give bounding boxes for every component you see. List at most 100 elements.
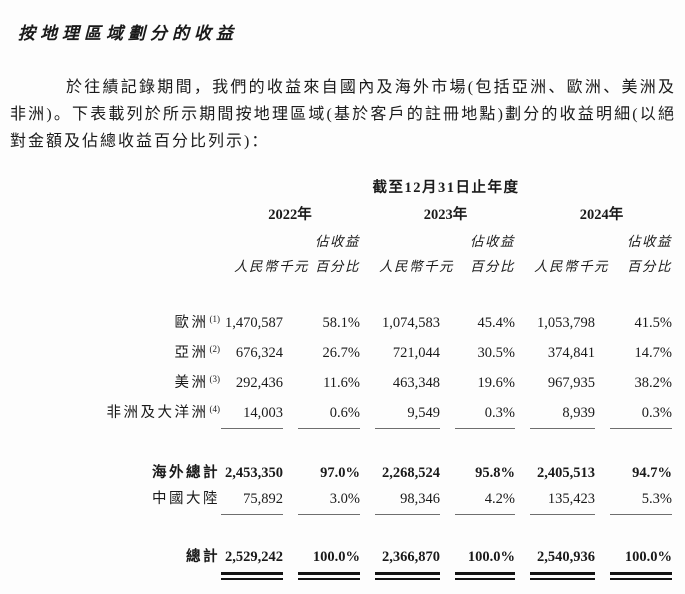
amount-cell: 8,939 [562, 405, 595, 421]
region-name: 非洲及大洋洲 [106, 405, 209, 421]
double-rule [220, 570, 283, 582]
pct-cell: 38.2% [634, 375, 672, 391]
column-rule [440, 512, 515, 520]
pct-cell: 0.6% [329, 405, 360, 421]
double-rule [360, 570, 440, 582]
region-name: 歐洲 [174, 315, 209, 331]
grand-total-row: 總計 2,529,242 100.0% 2,366,870 100.0% 2,5… [60, 544, 672, 570]
column-rule [283, 426, 360, 434]
double-rule [515, 570, 595, 582]
total-double-rule-row [60, 570, 672, 582]
pct-header-top: 佔收益 [627, 234, 672, 249]
amount-unit-label: 人民幣千元 [534, 259, 609, 274]
amount-cell: 2,268,524 [382, 465, 440, 481]
region-row-africa-oceania: 非洲及大洋洲(4) 14,003 0.6% 9,549 0.3% 8,939 0… [60, 396, 673, 426]
amount-cell: 14,003 [243, 405, 283, 421]
amount-cell: 2,529,242 [225, 549, 283, 565]
empty-cell [60, 426, 220, 434]
row-label: 總計 [186, 549, 220, 565]
double-rule [440, 570, 515, 582]
amount-cell: 1,053,798 [537, 315, 595, 331]
amount-cell: 292,436 [235, 375, 283, 391]
pct-cell: 14.7% [634, 345, 672, 361]
double-rule [283, 570, 360, 582]
pct-cell: 95.8% [475, 465, 515, 481]
region-label: 美洲(3) [60, 366, 221, 396]
empty-cell [60, 175, 220, 202]
pct-cell: 97.0% [320, 465, 360, 481]
pct-cell: 100.0% [312, 549, 360, 565]
pct-header-bottom: 百分比 [470, 259, 515, 274]
column-rule [220, 426, 283, 434]
region-row-europe: 歐洲(1) 1,470,587 58.1% 1,074,583 45.4% 1,… [60, 306, 673, 336]
spacer-row [60, 520, 672, 544]
year-header-2022: 2022年 [220, 202, 360, 229]
column-rule [360, 512, 440, 520]
spacer-row [60, 280, 672, 306]
amount-cell: 98,346 [400, 491, 440, 507]
region-label: 非洲及大洋洲(4) [60, 396, 221, 426]
amount-cell: 721,044 [392, 345, 440, 361]
spacer-row [60, 434, 672, 460]
row-label: 海外總計 [152, 465, 220, 481]
pct-cell: 30.5% [477, 345, 515, 361]
amount-cell: 135,423 [547, 491, 595, 507]
pct-header-top: 佔收益 [315, 234, 360, 249]
amount-unit-header: 人民幣千元 [220, 254, 308, 280]
pct-cell: 26.7% [322, 345, 360, 361]
amount-cell: 75,892 [243, 491, 283, 507]
footnote-ref: (3) [209, 374, 221, 384]
overseas-total-row: 海外總計 2,453,350 97.0% 2,268,524 95.8% 2,4… [60, 460, 672, 486]
pct-cell: 11.6% [323, 375, 360, 391]
amount-cell: 2,540,936 [537, 549, 595, 565]
region-label: 亞洲(2) [60, 336, 221, 366]
year-header-row: 2022年 2023年 2024年 [60, 202, 672, 229]
pct-cell: 100.0% [467, 549, 515, 565]
amount-unit-header: 人民幣千元 [515, 254, 608, 280]
pct-cell: 58.1% [322, 315, 360, 331]
prospectus-page: 按地理區域劃分的收益 於往績記錄期間，我們的收益來自國內及海外市場(包括亞洲、歐… [0, 24, 685, 582]
pct-header-bottom: 百分比 [315, 259, 360, 274]
pct-cell: 41.5% [634, 315, 672, 331]
year-header-2023: 2023年 [360, 202, 515, 229]
empty-cell [60, 254, 220, 280]
column-rule [595, 426, 672, 434]
amount-cell: 1,470,587 [225, 315, 283, 331]
region-label: 歐洲(1) [60, 306, 221, 336]
amount-cell: 967,935 [547, 375, 595, 391]
pct-cell: 100.0% [624, 549, 672, 565]
section-rule-row [60, 512, 672, 520]
intro-paragraph: 於往績記錄期間，我們的收益來自國內及海外市場(包括亞洲、歐洲、美洲及非洲)。下表… [10, 79, 676, 150]
empty-cell [220, 229, 283, 254]
footnote-ref: (4) [209, 404, 221, 414]
column-rule [220, 512, 283, 520]
amount-unit-label: 人民幣千元 [234, 259, 309, 274]
period-header-row: 截至12月31日止年度 [60, 175, 672, 202]
amount-unit-header: 人民幣千元 [360, 254, 453, 280]
year-label: 2023年 [423, 207, 468, 223]
period-header: 截至12月31日止年度 [372, 180, 520, 196]
amount-cell: 1,074,583 [382, 315, 440, 331]
pct-cell: 3.0% [329, 491, 360, 507]
column-rule [515, 426, 595, 434]
empty-cell [60, 229, 220, 254]
mainland-china-row: 中國大陸 75,892 3.0% 98,346 4.2% 135,423 5.3… [60, 486, 672, 512]
pct-cell: 5.3% [641, 491, 672, 507]
pct-cell: 0.3% [484, 405, 515, 421]
amount-unit-label: 人民幣千元 [379, 259, 454, 274]
row-label: 中國大陸 [152, 491, 220, 507]
region-row-americas: 美洲(3) 292,436 11.6% 463,348 19.6% 967,93… [60, 366, 673, 396]
pct-cell: 4.2% [484, 491, 515, 507]
column-rule [360, 426, 440, 434]
double-rule [595, 570, 672, 582]
year-label: 2024年 [579, 207, 624, 223]
section-rule-row [60, 426, 672, 434]
pct-header-bottom: 百分比 [627, 259, 672, 274]
amount-cell: 374,841 [547, 345, 595, 361]
year-label: 2022年 [268, 207, 312, 223]
pct-header-top: 佔收益 [470, 234, 515, 249]
empty-cell [60, 202, 220, 229]
amount-cell: 9,549 [407, 405, 440, 421]
pct-header-top-row: 佔收益 佔收益 佔收益 [60, 229, 672, 254]
empty-cell [515, 229, 595, 254]
